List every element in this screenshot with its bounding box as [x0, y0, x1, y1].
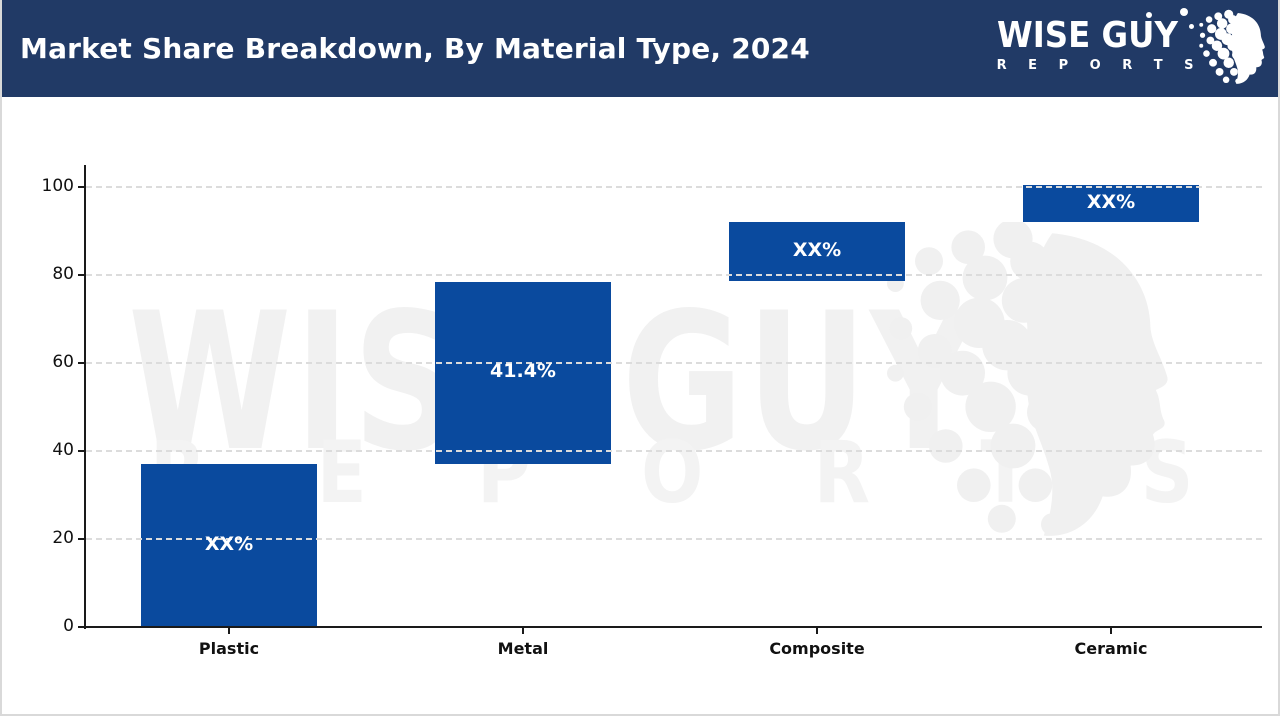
logo-accent-dot: [1189, 24, 1194, 29]
waterfall-bar-composite: [729, 222, 905, 282]
y-axis-tick-label: 20: [52, 528, 74, 548]
logo-accent-dot: [1180, 8, 1188, 16]
brand-logo: WISE GUY R E P O R T S: [997, 0, 1270, 97]
y-axis-tick: [78, 538, 86, 540]
waterfall-bar-plastic: [141, 464, 317, 627]
bar-value-label: XX%: [204, 532, 254, 555]
x-axis-category-label: Composite: [769, 639, 865, 658]
y-axis-tick-label: 40: [52, 440, 74, 460]
y-axis-tick: [78, 274, 86, 276]
bar-value-label: XX%: [792, 238, 842, 261]
y-axis-spine: [84, 165, 86, 629]
x-axis-category-label: Plastic: [198, 639, 260, 658]
y-axis-tick: [78, 450, 86, 452]
y-gridline: [86, 362, 1262, 364]
y-axis-tick: [78, 626, 86, 628]
y-axis-tick: [78, 186, 86, 188]
bar-value-label: 41.4%: [490, 360, 556, 383]
y-axis-tick-label: 100: [41, 176, 74, 196]
y-gridline: [86, 538, 1262, 540]
x-axis-tick: [228, 627, 230, 634]
y-axis-tick-label: 60: [52, 352, 74, 372]
logo-wordmark: WISE GUY R E P O R T S: [996, 15, 1202, 74]
page-title: Market Share Breakdown, By Material Type…: [20, 32, 810, 65]
logo-wordmark-line2: R E P O R T S: [996, 58, 1202, 73]
x-axis-tick: [1110, 627, 1112, 634]
waterfall-bar-metal: [435, 282, 611, 465]
y-gridline: [86, 186, 1262, 188]
watermark-face-icon: [887, 222, 1168, 536]
x-axis-tick: [816, 627, 818, 634]
y-axis-tick-label: 80: [52, 264, 74, 284]
y-axis-tick: [78, 362, 86, 364]
bar-value-label: XX%: [1086, 190, 1136, 213]
x-axis-category-label: Metal: [497, 639, 549, 658]
logo-wordmark-line1: WISE GUY: [996, 15, 1178, 56]
waterfall-bar-ceramic: [1023, 184, 1199, 223]
logo-accent-dot: [1146, 12, 1152, 18]
logo-face-icon: [1199, 9, 1265, 84]
header-bar: Market Share Breakdown, By Material Type…: [0, 0, 1280, 97]
x-axis-category-label: Ceramic: [1074, 639, 1148, 658]
y-axis-tick-label: 0: [63, 616, 74, 636]
x-axis-spine: [84, 626, 1262, 628]
y-gridline: [86, 274, 1262, 276]
x-axis-tick: [522, 627, 524, 634]
y-gridline: [86, 450, 1262, 452]
